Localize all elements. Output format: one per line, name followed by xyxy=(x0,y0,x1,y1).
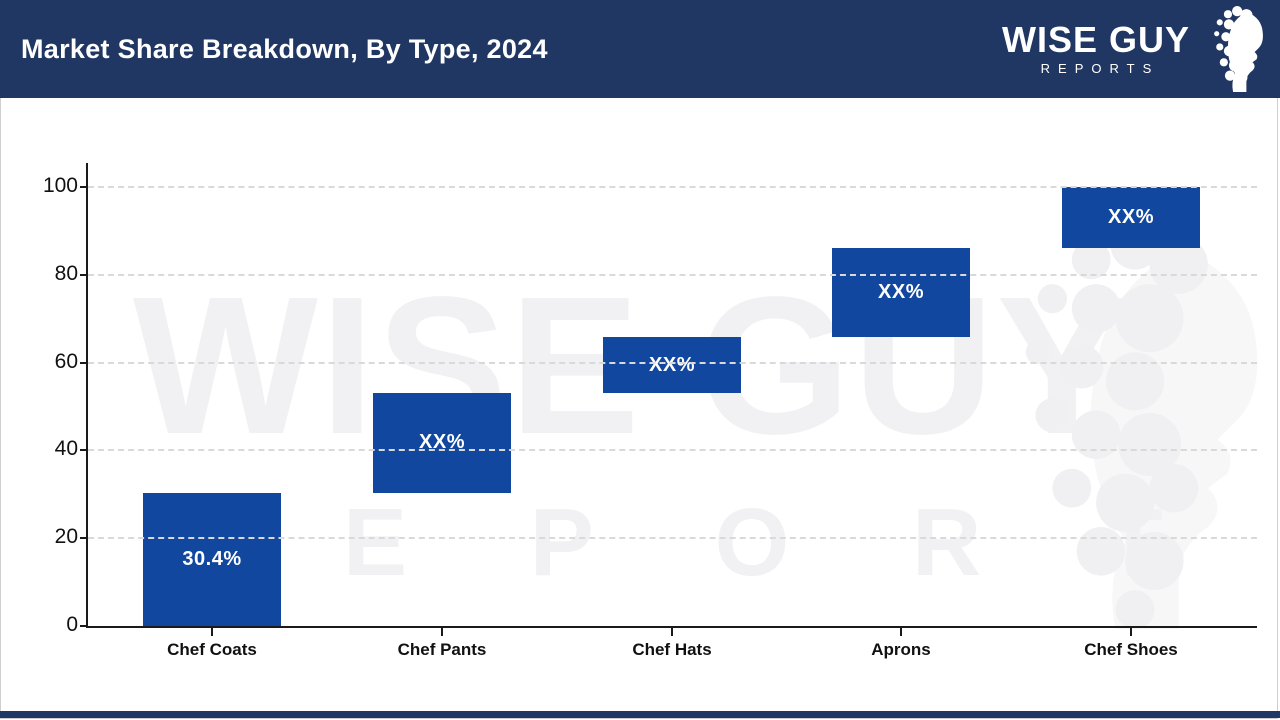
y-tick-label: 0 xyxy=(66,613,78,636)
brand-logo: WISE GUY REPORTS xyxy=(1002,6,1280,92)
bar-value-label: XX% xyxy=(878,280,924,303)
y-axis-tick xyxy=(80,537,88,540)
gridline xyxy=(88,186,1257,188)
bar-chef-pants: XX% xyxy=(373,392,511,493)
x-category-label: Chef Pants xyxy=(397,640,487,659)
bar-value-label: 30.4% xyxy=(182,547,242,570)
footer-bar xyxy=(0,711,1280,718)
brand-logo-text: WISE GUY REPORTS xyxy=(1001,19,1190,77)
x-axis-tick xyxy=(1130,628,1132,636)
page-title: Market Share Breakdown, By Type, 2024 xyxy=(21,33,548,64)
y-tick-label: 20 xyxy=(54,525,78,549)
gridline xyxy=(88,361,1257,364)
header-bar: Market Share Breakdown, By Type, 2024 WI… xyxy=(0,0,1280,98)
x-axis-line xyxy=(86,626,1257,628)
y-axis-tick xyxy=(80,273,88,276)
bar-value-label: XX% xyxy=(419,431,465,454)
x-category-label: Chef Hats xyxy=(632,640,712,659)
x-axis-tick xyxy=(211,628,213,636)
bar-chef-hats: XX% xyxy=(603,337,741,393)
bar-chef-coats: 30.4% xyxy=(143,492,281,626)
y-tick-label: 80 xyxy=(54,261,78,285)
y-axis-line xyxy=(86,163,88,628)
x-axis-tick xyxy=(671,628,673,636)
y-axis-tick xyxy=(80,361,88,364)
gridline xyxy=(88,273,1257,276)
y-axis-tick xyxy=(80,625,88,627)
bar-value-label: XX% xyxy=(1108,206,1154,228)
brand-name: WISE GUY xyxy=(1001,19,1190,60)
x-axis-tick xyxy=(900,628,902,636)
gridline xyxy=(88,537,1257,540)
gridline xyxy=(88,449,1257,452)
bar-value-label: XX% xyxy=(649,353,695,376)
y-tick-label: 60 xyxy=(54,349,78,373)
bar-aprons: XX% xyxy=(832,248,970,337)
y-axis-tick xyxy=(80,449,88,452)
y-tick-label: 100 xyxy=(42,174,78,197)
y-tick-label: 40 xyxy=(54,437,78,461)
y-axis-tick xyxy=(80,186,88,188)
x-category-label: Aprons xyxy=(871,640,931,659)
x-category-label: Chef Shoes xyxy=(1084,640,1178,659)
x-axis-tick xyxy=(441,628,443,636)
bar-chef-shoes: XX% xyxy=(1062,187,1200,249)
brand-head-icon xyxy=(1214,6,1263,92)
brand-subname: REPORTS xyxy=(1040,61,1160,76)
x-category-label: Chef Coats xyxy=(167,640,257,659)
